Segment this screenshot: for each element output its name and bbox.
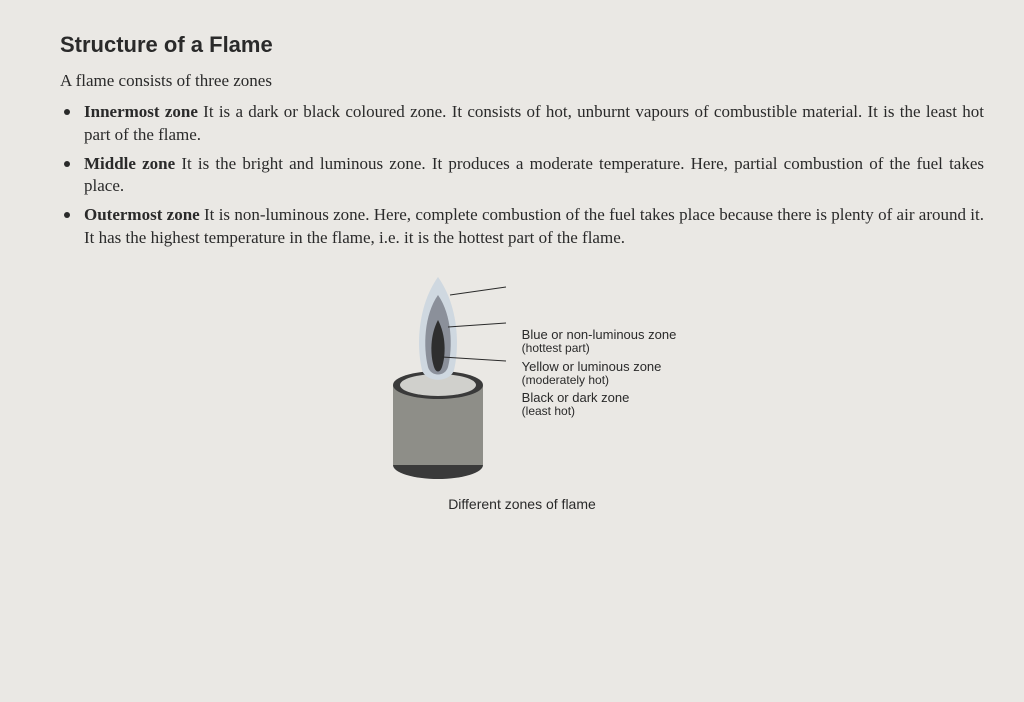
diagram-caption: Different zones of flame xyxy=(262,495,782,514)
list-item: Innermost zone It is a dark or black col… xyxy=(78,101,984,147)
flame-label: Blue or non-luminous zone (hottest part) xyxy=(522,328,677,355)
intro-text: A flame consists of three zones xyxy=(60,70,984,93)
label-sub: (hottest part) xyxy=(522,342,677,355)
leader-line xyxy=(450,287,506,295)
label-sub: (least hot) xyxy=(522,405,677,418)
label-main: Black or dark zone xyxy=(522,391,677,405)
flame-label: Yellow or luminous zone (moderately hot) xyxy=(522,360,677,387)
section-heading: Structure of a Flame xyxy=(60,30,984,60)
leader-line xyxy=(448,323,506,327)
list-item: Outermost zone It is non-luminous zone. … xyxy=(78,204,984,250)
zone-title: Innermost zone xyxy=(84,102,198,121)
flame-label: Black or dark zone (least hot) xyxy=(522,391,677,418)
label-sub: (moderately hot) xyxy=(522,374,677,387)
label-main: Yellow or luminous zone xyxy=(522,360,677,374)
zone-title: Outermost zone xyxy=(84,205,200,224)
zone-text: It is a dark or black coloured zone. It … xyxy=(84,102,984,144)
zone-title: Middle zone xyxy=(84,154,175,173)
zone-text: It is the bright and luminous zone. It p… xyxy=(84,154,984,196)
list-item: Middle zone It is the bright and luminou… xyxy=(78,153,984,199)
label-main: Blue or non-luminous zone xyxy=(522,328,677,342)
zone-text: It is non-luminous zone. Here, complete … xyxy=(84,205,984,247)
candle-flame-svg xyxy=(368,265,508,485)
zone-list: Innermost zone It is a dark or black col… xyxy=(60,101,984,251)
diagram-labels: Blue or non-luminous zone (hottest part)… xyxy=(522,328,677,422)
flame-diagram: Blue or non-luminous zone (hottest part)… xyxy=(262,265,782,514)
